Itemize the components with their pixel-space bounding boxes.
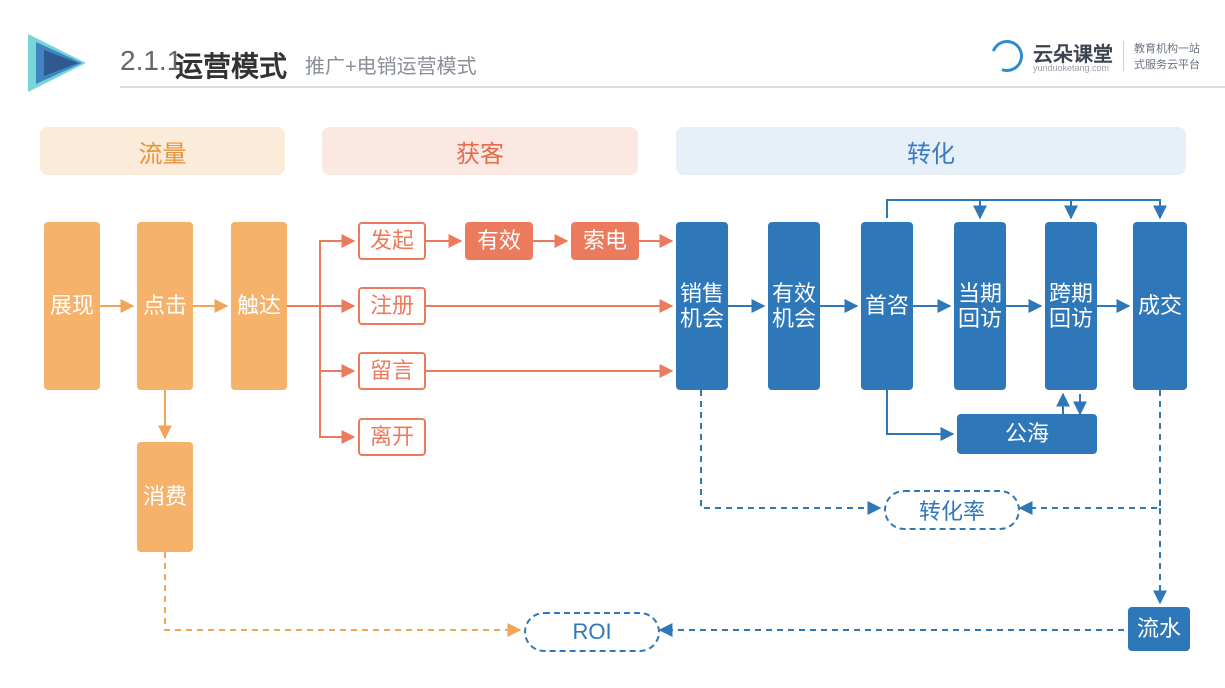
play-logo: [22, 28, 92, 98]
node-sales: 销售机会: [676, 222, 728, 390]
section-title: 运营模式: [175, 45, 287, 85]
brand-domain: yunduoketang.com: [1033, 63, 1113, 73]
node-init: 发起: [358, 222, 426, 260]
node-pool: 公海: [957, 414, 1097, 454]
node-rev: 流水: [1128, 607, 1190, 651]
node-spend: 消费: [137, 442, 193, 552]
section-subtitle: 推广+电销运营模式: [305, 50, 477, 79]
node-leave: 离开: [358, 418, 426, 456]
node-cross: 跨期回访: [1045, 222, 1097, 390]
section-number: 2.1.1: [120, 45, 182, 77]
node-cur: 当期回访: [954, 222, 1006, 390]
brand-tag-1: 教育机构一站: [1134, 40, 1200, 56]
header-divider: [120, 86, 1225, 88]
section-pill-traffic: 流量: [40, 127, 285, 175]
node-reach: 触达: [231, 222, 287, 390]
dash-node-conv_rate: 转化率: [884, 490, 1020, 530]
node-msg: 留言: [358, 352, 426, 390]
section-pill-acquire: 获客: [322, 127, 638, 175]
brand-block: 云朵课堂 yunduoketang.com 教育机构一站 式服务云平台: [991, 38, 1200, 73]
node-first: 首咨: [861, 222, 913, 390]
node-deal: 成交: [1133, 222, 1187, 390]
brand-tag-2: 式服务云平台: [1134, 56, 1200, 72]
dash-node-roi: ROI: [524, 612, 660, 652]
node-valid2: 有效机会: [768, 222, 820, 390]
node-show: 展现: [44, 222, 100, 390]
node-click: 点击: [137, 222, 193, 390]
node-reg: 注册: [358, 287, 426, 325]
brand-icon: [986, 34, 1029, 77]
node-phone: 索电: [571, 222, 639, 260]
node-valid1: 有效: [465, 222, 533, 260]
section-pill-convert: 转化: [676, 127, 1186, 175]
